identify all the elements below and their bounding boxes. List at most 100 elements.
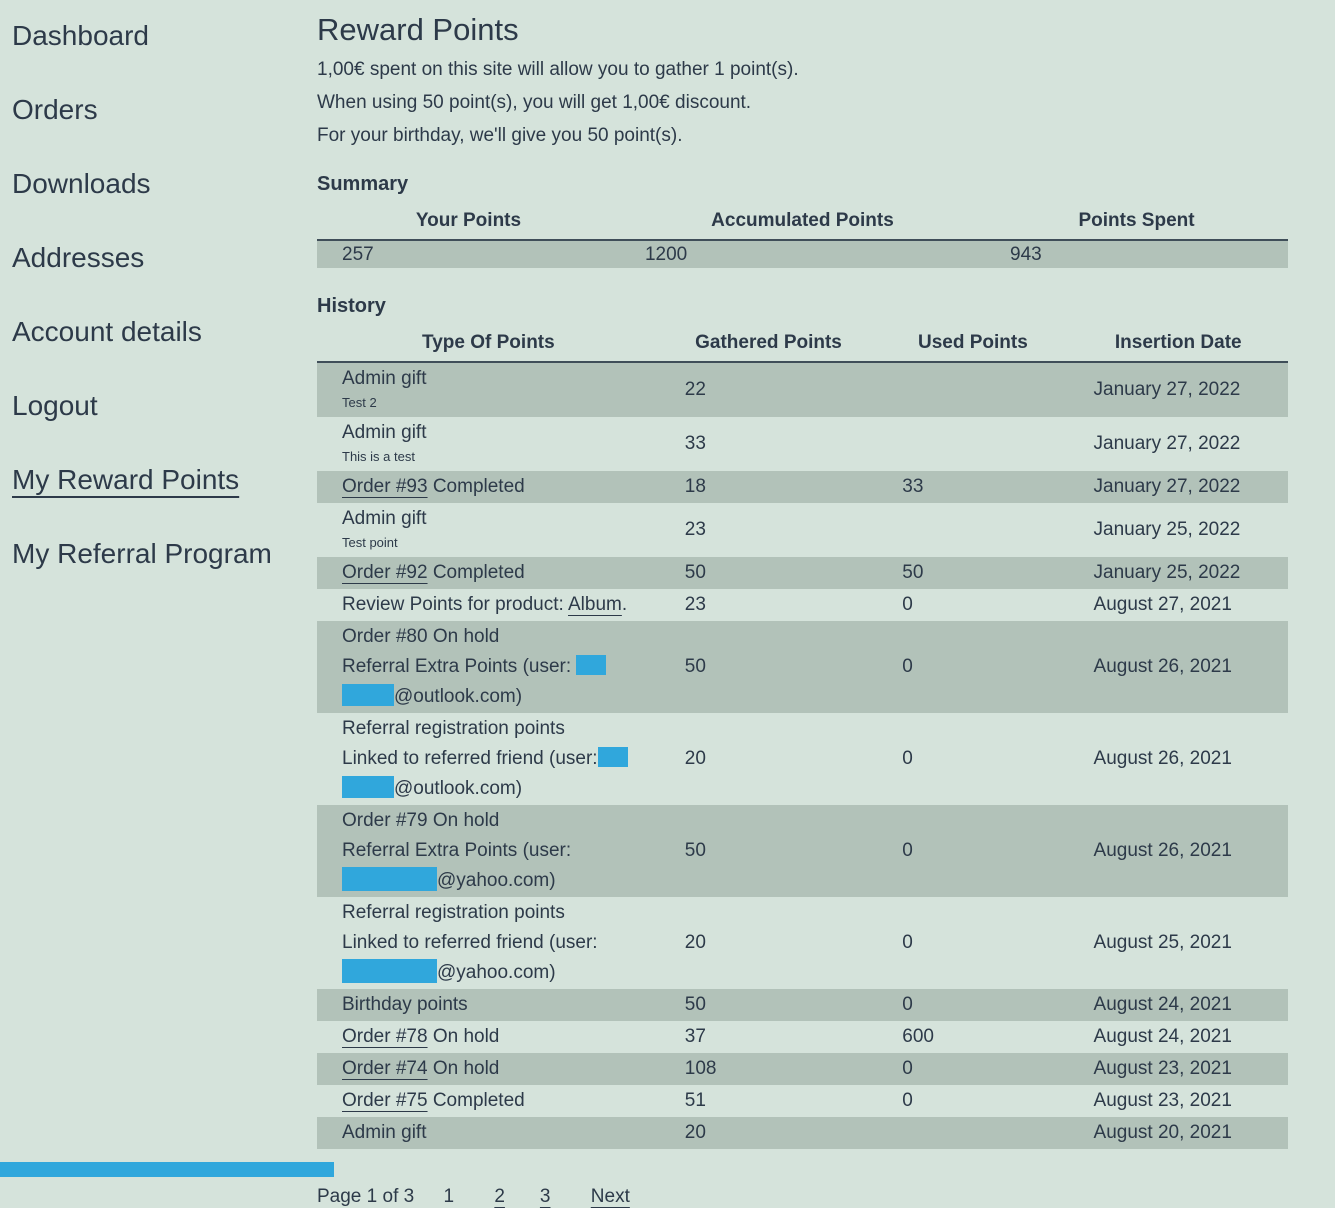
history-type-text: Referral registration points [342, 718, 565, 739]
history-type-text: Admin gift [342, 508, 427, 529]
history-header-row: Type Of Points Gathered Points Used Points… [317, 327, 1288, 362]
history-cell-date: August 26, 2021 [1093, 656, 1232, 677]
sidebar-item-account-details[interactable]: Account details [12, 316, 202, 347]
pagination-status: Page 1 of 3 [317, 1186, 415, 1207]
history-column-gathered-points: Gathered Points [695, 332, 842, 353]
history-table: Type Of Points Gathered Points Used Points… [317, 327, 1288, 1149]
sidebar-item-downloads[interactable]: Downloads [12, 168, 151, 199]
history-cell-gathered: 108 [684, 1058, 717, 1079]
history-cell-date: August 23, 2021 [1093, 1058, 1232, 1079]
history-type-text: Completed [427, 562, 525, 583]
history-type-text: Referral Extra Points (user: [342, 656, 577, 677]
history-cell-gathered: 18 [684, 476, 706, 497]
history-cell-date: August 24, 2021 [1093, 994, 1232, 1015]
history-link-order-93[interactable]: Order #93 [342, 476, 428, 497]
history-cell-type: Order #92 Completed [317, 557, 660, 589]
history-table-body: Admin gift Test 2 22 January 27, 2022 Admin … [317, 362, 1288, 1149]
sidebar-item-my-referral-program[interactable]: My Referral Program [12, 538, 272, 569]
page-title: Reward Points [317, 12, 519, 47]
table-row: Admin gift Test point 23 January 25, 2022 [317, 503, 1288, 557]
history-cell-used: 0 [902, 1090, 913, 1111]
redaction-box [576, 655, 607, 676]
history-cell-date: August 26, 2021 [1093, 840, 1232, 861]
history-cell-used: 600 [902, 1026, 934, 1047]
history-cell-gathered: 23 [684, 594, 706, 615]
history-type-subtext: Test 2 [342, 395, 377, 410]
history-type-subtext: This is a test [342, 449, 415, 464]
summary-value-your-points: 257 [342, 243, 374, 265]
history-cell-type: Admin gift This is a test [317, 417, 660, 471]
history-cell-type: Order #80 On hold Referral Extra Points (… [317, 621, 660, 713]
redaction-box [597, 747, 628, 768]
history-type-text: . [621, 594, 628, 615]
summary-value-accumulated-points: 1200 [644, 243, 688, 265]
history-cell-used [877, 503, 1068, 557]
pagination-page-link-2[interactable]: 2 [494, 1186, 505, 1207]
intro-paragraphs: 1,00€ spent on this site will allow you … [317, 60, 1288, 146]
pagination-page-link-3[interactable]: 3 [539, 1186, 551, 1207]
history-link-album[interactable]: Album [568, 594, 622, 615]
table-row: Order #75 Completed 51 0 August 23, 2021 [317, 1085, 1288, 1117]
history-cell-used: 0 [902, 656, 913, 677]
sidebar-item-my-reward-points[interactable]: My Reward Points [12, 464, 240, 495]
history-cell-type: Review Points for product: Album. [317, 589, 660, 621]
intro-line: For your birthday, we'll give you 50 poi… [317, 125, 683, 146]
history-cell-date: August 23, 2021 [1093, 1090, 1232, 1111]
history-cell-used: 0 [902, 594, 913, 615]
history-cell-date: January 27, 2022 [1093, 476, 1241, 497]
history-type-text: Order #79 On hold [342, 810, 500, 831]
sidebar-item-addresses[interactable]: Addresses [12, 242, 145, 273]
history-cell-date: August 26, 2021 [1093, 748, 1232, 769]
history-link-order-75[interactable]: Order #75 [342, 1090, 428, 1111]
redaction-box [342, 684, 394, 707]
history-cell-used [877, 417, 1068, 471]
history-cell-type: Birthday points [317, 989, 660, 1021]
history-type-text: Completed [427, 1090, 525, 1111]
table-row: Order #79 On hold Referral Extra Points (… [317, 805, 1288, 897]
table-row: Review Points for product: Album. 23 0 Augu… [317, 589, 1288, 621]
history-cell-type: Order #93 Completed [317, 471, 660, 503]
page-layout: Dashboard Orders Downloads Addresses Account… [12, 0, 1335, 1207]
summary-column-your-points: Your Points [415, 210, 522, 231]
history-cell-used: 0 [902, 1058, 913, 1079]
history-type-text: @yahoo.com) [437, 962, 556, 983]
history-cell-type: Order #74 On hold [317, 1053, 660, 1085]
main-content: Reward Points 1,00€ spent on this site w… [317, 0, 1335, 1207]
history-type-text: Admin gift [342, 1122, 427, 1143]
history-type-text: Birthday points [342, 994, 468, 1015]
pagination-next-link[interactable]: Next [590, 1186, 630, 1207]
table-row: Admin gift 20 August 20, 2021 [317, 1117, 1288, 1149]
history-column-insertion-date: Insertion Date [1114, 332, 1242, 353]
intro-line: When using 50 point(s), you will get 1,0… [317, 92, 752, 113]
history-link-order-74[interactable]: Order #74 [342, 1058, 428, 1079]
history-type-text: On hold [427, 1026, 500, 1047]
table-row: Order #74 On hold 108 0 August 23, 2021 [317, 1053, 1288, 1085]
history-type-subtext: Test point [342, 535, 398, 550]
sidebar-item-orders[interactable]: Orders [12, 94, 98, 125]
history-cell-used [877, 1117, 1068, 1149]
summary-table: Your Points Accumulated Points Points Spen… [317, 205, 1288, 268]
history-cell-date: January 27, 2022 [1093, 433, 1241, 454]
history-type-text: Completed [427, 476, 525, 497]
table-row: Order #92 Completed 50 50 January 25, 2022 [317, 557, 1288, 589]
history-cell-date: August 20, 2021 [1093, 1122, 1232, 1143]
history-cell-used: 33 [902, 476, 924, 497]
summary-value-row: 257 1200 943 [317, 240, 1288, 268]
sidebar-item-logout[interactable]: Logout [12, 390, 98, 421]
history-cell-gathered: 50 [684, 994, 706, 1015]
history-link-order-78[interactable]: Order #78 [342, 1026, 428, 1047]
history-cell-used: 0 [902, 994, 913, 1015]
history-cell-used: 50 [902, 562, 924, 583]
sidebar-item-dashboard[interactable]: Dashboard [12, 20, 149, 51]
history-type-text: Order #80 On hold [342, 626, 500, 647]
history-link-order-92[interactable]: Order #92 [342, 562, 428, 583]
history-type-text: @yahoo.com) [437, 870, 556, 891]
table-row: Order #80 On hold Referral Extra Points (… [317, 621, 1288, 713]
history-cell-gathered: 51 [684, 1090, 706, 1111]
redaction-box [342, 776, 394, 799]
history-cell-type: Admin gift [317, 1117, 660, 1149]
history-cell-type: Referral registration points Linked to re… [317, 897, 660, 989]
history-cell-date: August 25, 2021 [1093, 932, 1232, 953]
history-type-text: Linked to referred friend (user: [342, 748, 598, 769]
